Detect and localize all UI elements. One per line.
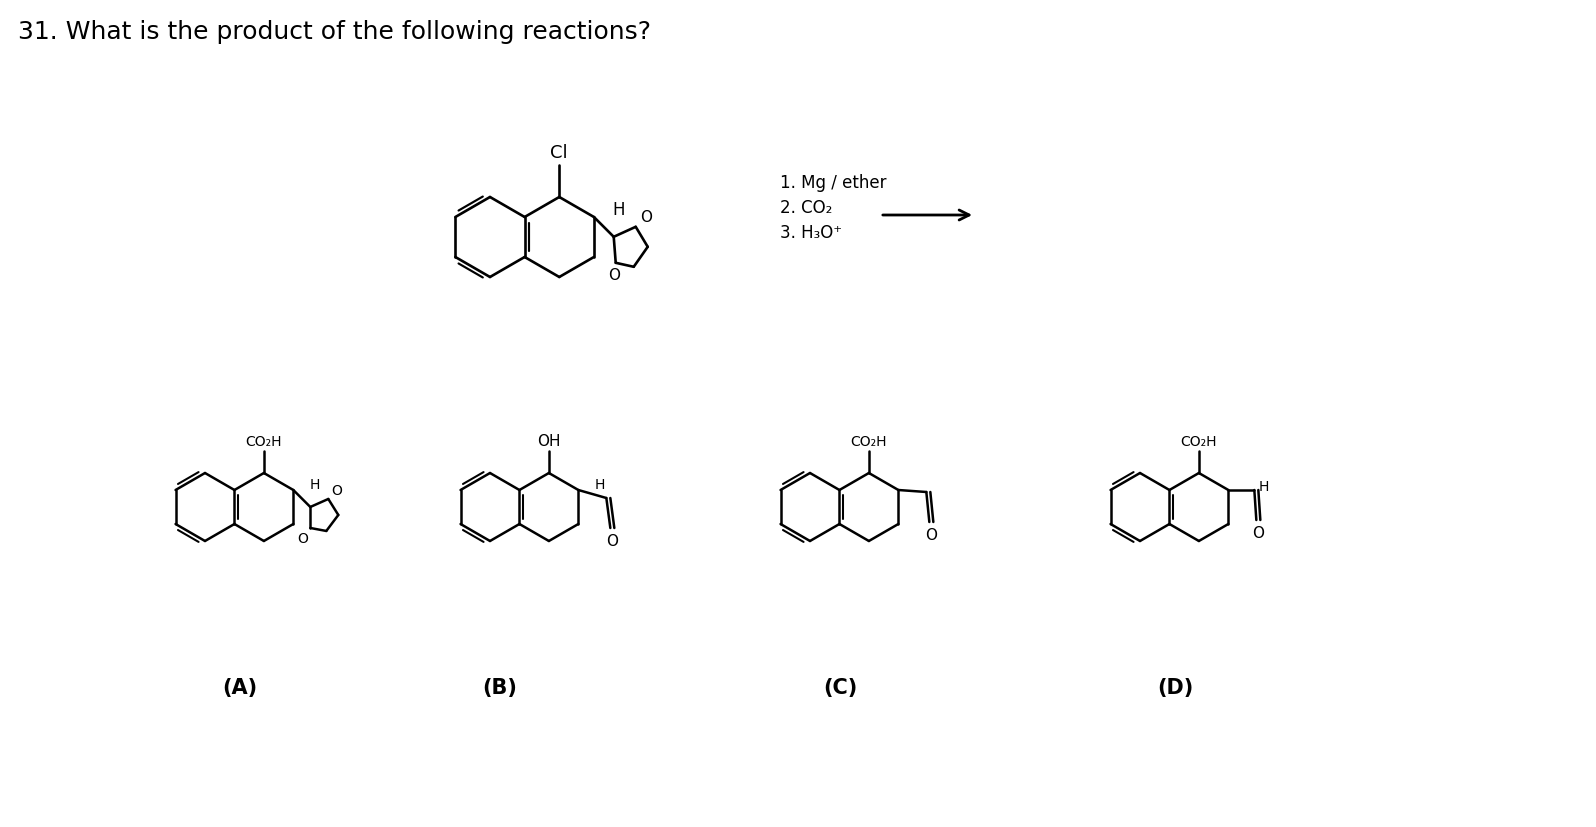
- Text: O: O: [332, 484, 342, 497]
- Text: (A): (A): [222, 677, 257, 697]
- Text: H: H: [594, 477, 605, 491]
- Text: 31. What is the product of the following reactions?: 31. What is the product of the following…: [18, 20, 651, 44]
- Text: CO₂H: CO₂H: [851, 434, 887, 448]
- Text: O: O: [608, 267, 619, 283]
- Text: H: H: [310, 477, 319, 491]
- Text: O: O: [297, 531, 308, 545]
- Text: Cl: Cl: [551, 144, 568, 162]
- Text: OH: OH: [538, 433, 560, 448]
- Text: CO₂H: CO₂H: [1181, 434, 1218, 448]
- Text: 3. H₃O⁺: 3. H₃O⁺: [780, 224, 843, 241]
- Text: (D): (D): [1157, 677, 1194, 697]
- Text: (B): (B): [482, 677, 517, 697]
- Text: O: O: [926, 528, 937, 543]
- Text: H: H: [611, 201, 624, 218]
- Text: (C): (C): [824, 677, 857, 697]
- Text: 2. CO₂: 2. CO₂: [780, 198, 833, 217]
- Text: CO₂H: CO₂H: [246, 434, 282, 448]
- Text: 1. Mg / ether: 1. Mg / ether: [780, 174, 886, 192]
- Text: O: O: [640, 209, 651, 224]
- Text: H: H: [1258, 480, 1269, 494]
- Text: O: O: [1253, 525, 1264, 540]
- Text: O: O: [606, 533, 618, 548]
